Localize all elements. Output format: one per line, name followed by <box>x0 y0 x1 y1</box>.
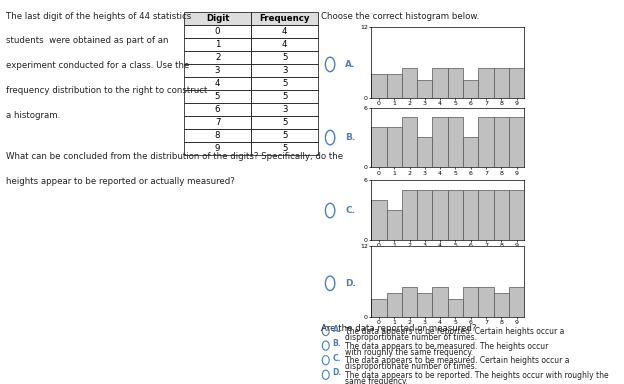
Bar <box>447 68 463 98</box>
Text: same frequency.: same frequency. <box>345 377 408 384</box>
Bar <box>417 293 432 317</box>
Text: C.: C. <box>345 206 355 215</box>
Bar <box>402 118 417 167</box>
Text: Choose the correct histogram below.: Choose the correct histogram below. <box>321 12 480 20</box>
Bar <box>447 299 463 317</box>
Bar <box>417 137 432 167</box>
Text: with roughly the same frequency.: with roughly the same frequency. <box>345 348 473 357</box>
Text: What can be concluded from the distribution of the digits? Specifically, do the: What can be concluded from the distribut… <box>6 152 343 161</box>
Text: disproportionate number of times.: disproportionate number of times. <box>345 333 477 342</box>
Bar <box>478 68 494 98</box>
Bar <box>509 190 524 240</box>
Text: The last digit of the heights of 44 statistics: The last digit of the heights of 44 stat… <box>6 12 192 20</box>
Text: The data appears to be measured. The heights occur: The data appears to be measured. The hei… <box>345 342 548 351</box>
Text: C.: C. <box>333 354 341 363</box>
Circle shape <box>322 341 329 350</box>
Text: A.: A. <box>333 324 341 334</box>
Bar <box>432 287 447 317</box>
Bar <box>494 118 509 167</box>
Bar <box>494 293 509 317</box>
Bar <box>478 287 494 317</box>
Text: experiment conducted for a class. Use the: experiment conducted for a class. Use th… <box>6 61 190 70</box>
Bar <box>371 299 386 317</box>
Bar <box>447 118 463 167</box>
Bar <box>432 68 447 98</box>
Bar <box>371 127 386 167</box>
Bar <box>509 118 524 167</box>
Bar <box>386 293 402 317</box>
Bar <box>417 80 432 98</box>
Text: frequency distribution to the right to construct: frequency distribution to the right to c… <box>6 86 208 95</box>
Bar <box>402 287 417 317</box>
Bar <box>432 190 447 240</box>
Circle shape <box>322 326 329 336</box>
Bar <box>494 190 509 240</box>
Circle shape <box>325 57 335 72</box>
Bar <box>402 68 417 98</box>
Bar <box>494 68 509 98</box>
Bar <box>509 68 524 98</box>
Text: Are the data reported or measured?: Are the data reported or measured? <box>321 324 477 333</box>
Bar <box>417 190 432 240</box>
Circle shape <box>325 276 335 291</box>
Text: The data appears to be reported. The heights occur with roughly the: The data appears to be reported. The hei… <box>345 371 608 380</box>
Bar <box>402 190 417 240</box>
Text: students  were obtained as part of an: students were obtained as part of an <box>6 36 168 45</box>
Text: A.: A. <box>345 60 356 69</box>
Bar <box>509 287 524 317</box>
Bar <box>463 287 478 317</box>
Text: heights appear to be reported or actually measured?: heights appear to be reported or actuall… <box>6 177 235 185</box>
Bar <box>463 137 478 167</box>
Circle shape <box>322 356 329 365</box>
Bar <box>463 80 478 98</box>
Bar <box>371 200 386 240</box>
Bar <box>386 127 402 167</box>
Text: The data appears to be reported. Certain heights occur a: The data appears to be reported. Certain… <box>345 327 565 336</box>
Text: D.: D. <box>345 279 356 288</box>
Text: The data appears to be measured. Certain heights occur a: The data appears to be measured. Certain… <box>345 356 570 365</box>
Bar <box>386 74 402 98</box>
Text: D.: D. <box>333 368 342 377</box>
Text: B.: B. <box>333 339 341 348</box>
Circle shape <box>325 203 335 218</box>
Bar <box>478 118 494 167</box>
Bar <box>386 210 402 240</box>
Circle shape <box>322 370 329 379</box>
Bar <box>447 190 463 240</box>
Text: a histogram.: a histogram. <box>6 111 61 120</box>
Text: B.: B. <box>345 133 355 142</box>
Bar <box>478 190 494 240</box>
Circle shape <box>325 130 335 145</box>
Text: disproportionate number of times.: disproportionate number of times. <box>345 362 477 371</box>
Bar <box>371 74 386 98</box>
Bar <box>463 190 478 240</box>
Bar <box>432 118 447 167</box>
